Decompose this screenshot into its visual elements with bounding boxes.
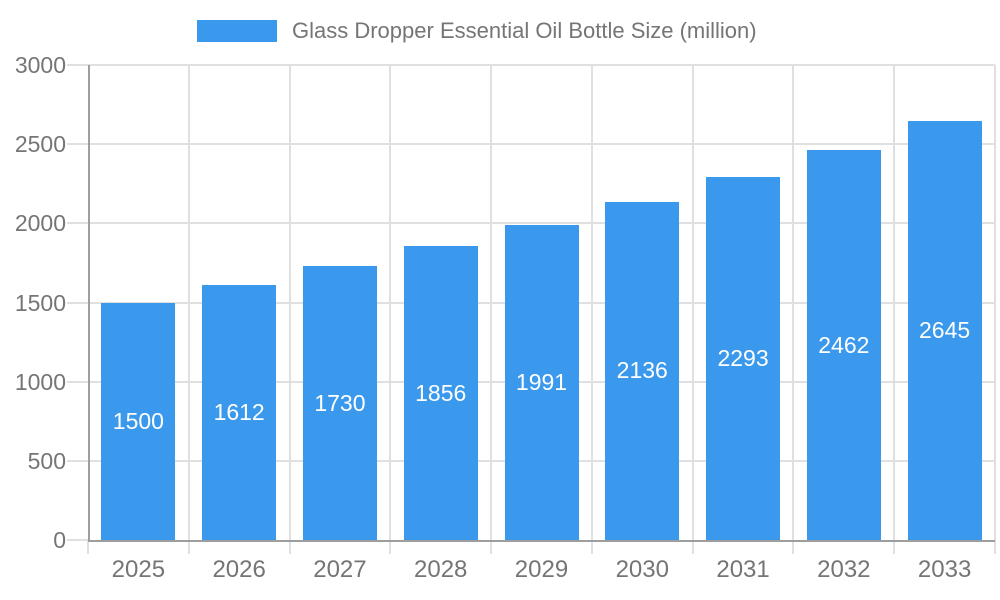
y-axis-tick [67, 64, 88, 66]
x-axis-label: 2026 [212, 556, 266, 583]
y-axis-label: 0 [53, 527, 66, 553]
y-axis-line [88, 65, 90, 540]
x-axis-tick [288, 540, 291, 554]
gridline-vertical [792, 65, 795, 540]
gridline-vertical [389, 65, 392, 540]
y-axis-tick [67, 301, 88, 304]
bar-2032[interactable]: 2462 [806, 150, 881, 540]
x-axis-label: 2025 [111, 556, 166, 583]
x-axis-label: 2033 [917, 556, 972, 583]
bar-2027[interactable]: 1730 [302, 266, 377, 540]
x-axis-tick [994, 540, 996, 554]
bar-value-label: 1856 [415, 379, 467, 406]
gridline-horizontal [88, 64, 995, 66]
x-axis-tick [792, 540, 795, 554]
y-axis-tick [67, 459, 88, 462]
gridline-horizontal [88, 222, 995, 225]
x-axis-tick [389, 540, 392, 554]
bar-value-label: 2136 [616, 357, 668, 384]
x-axis-label: 2028 [414, 556, 468, 583]
y-axis-tick [67, 380, 88, 383]
x-axis-tick [87, 540, 89, 554]
x-axis-tick [590, 540, 593, 554]
plot-area: 1500 1612 1730 1856 1991 2136 2293 2462 2645 [67, 64, 996, 554]
bar-value-label: 2293 [717, 344, 769, 371]
legend-swatch [197, 20, 277, 42]
x-axis-tick [490, 540, 493, 554]
x-axis-label: 2029 [514, 556, 569, 583]
gridline-vertical [994, 65, 996, 540]
bar-value-label: 1730 [314, 389, 366, 416]
y-axis-label: 1000 [14, 368, 66, 395]
gridline-vertical [288, 65, 291, 540]
bar-2028[interactable]: 1856 [403, 246, 478, 540]
bar-2025[interactable]: 1500 [101, 302, 176, 540]
x-axis-label: 2030 [615, 556, 669, 583]
x-axis-tick [893, 540, 896, 554]
bar-value-label: 2462 [818, 331, 870, 358]
gridline-vertical [490, 65, 493, 540]
y-axis-label: 3000 [14, 52, 66, 78]
gridline-vertical [590, 65, 593, 540]
legend: Glass Dropper Essential Oil Bottle Size … [197, 17, 757, 45]
bar-value-label: 1612 [213, 398, 265, 425]
bar-2033[interactable]: 2645 [907, 121, 982, 540]
bar-2029[interactable]: 1991 [504, 224, 579, 540]
bar-2030[interactable]: 2136 [605, 201, 680, 540]
x-axis-label: 2032 [817, 556, 871, 583]
bar-2031[interactable]: 2293 [706, 176, 781, 540]
y-axis-label: 500 [27, 447, 66, 474]
gridline-horizontal [88, 143, 995, 146]
bar-value-label: 1500 [112, 407, 164, 434]
bar-2026[interactable]: 1612 [202, 284, 277, 540]
y-axis-label: 2000 [14, 210, 66, 237]
x-axis-label: 2031 [716, 556, 770, 583]
y-axis-tick [67, 222, 88, 225]
x-axis-label: 2027 [313, 556, 367, 583]
y-axis-tick [67, 539, 88, 541]
x-axis-line [88, 540, 995, 542]
bar-value-label: 1991 [515, 368, 568, 395]
legend-label: Glass Dropper Essential Oil Bottle Size … [292, 18, 757, 43]
y-axis-label: 2500 [14, 131, 66, 158]
x-axis-tick [691, 540, 694, 554]
y-axis-tick [67, 143, 88, 146]
gridline-vertical [893, 65, 896, 540]
gridline-vertical [691, 65, 694, 540]
bar-value-label: 2645 [919, 317, 971, 344]
y-axis-label: 1500 [14, 289, 66, 316]
x-axis-tick [187, 540, 190, 554]
gridline-vertical [187, 65, 190, 540]
